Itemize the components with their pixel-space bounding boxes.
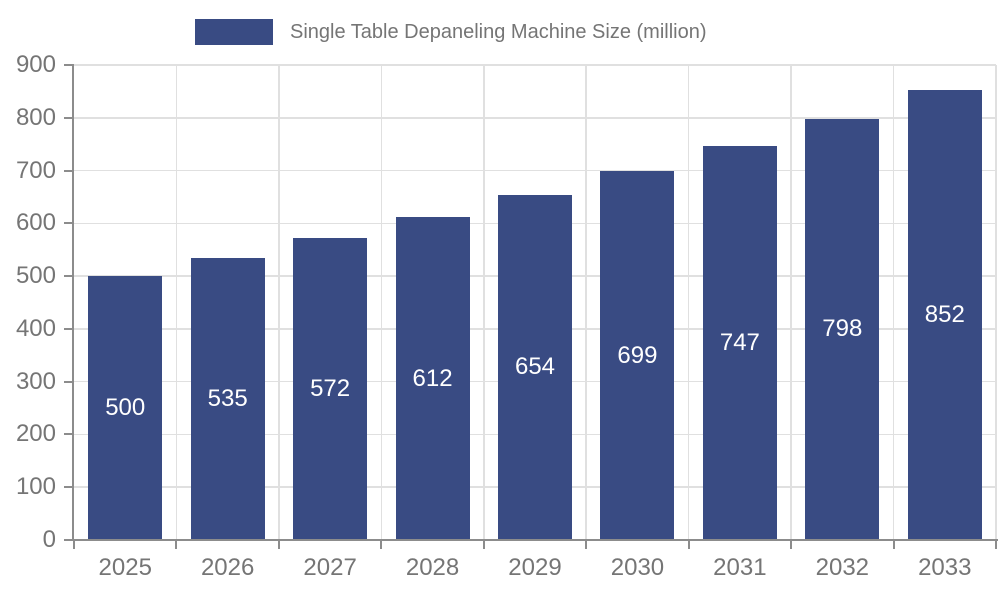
y-tick-label: 900 (15, 51, 56, 78)
bar-value-label: 699 (617, 341, 658, 369)
v-gridline (483, 65, 485, 540)
bar-value-label: 654 (514, 353, 556, 381)
y-tick (64, 64, 72, 66)
v-gridline (585, 65, 587, 540)
x-tick (585, 541, 588, 549)
x-tick (380, 541, 383, 549)
bar (395, 217, 470, 540)
x-tick (482, 541, 485, 549)
x-tick-label: 2033 (918, 554, 972, 581)
h-gridline (74, 169, 996, 172)
bar (293, 238, 368, 540)
plot-area: 500 535 572 612 654 699 747 798 852 (74, 64, 997, 540)
x-tick (175, 541, 178, 549)
bar (498, 194, 572, 540)
v-gridline (278, 65, 280, 540)
y-tick (64, 169, 72, 172)
y-tick-label: 300 (15, 367, 56, 395)
x-tick (995, 541, 997, 549)
bar (190, 257, 265, 540)
bar-value-label: 500 (105, 394, 146, 422)
x-tick (687, 541, 690, 549)
y-tick (64, 486, 72, 489)
bar (702, 145, 777, 540)
x-tick (892, 541, 895, 549)
v-gridline (790, 65, 792, 540)
x-tick-label: 2030 (610, 554, 665, 581)
y-tick-label: 600 (15, 209, 56, 237)
v-gridline (175, 65, 178, 540)
legend-swatch (195, 19, 273, 45)
bar-value-label: 612 (412, 364, 453, 392)
x-tick-label: 2026 (200, 554, 255, 581)
y-tick-label: 0 (42, 526, 56, 553)
legend-label: Single Table Depaneling Machine Size (mi… (290, 20, 707, 43)
bar (907, 90, 982, 540)
y-axis-line (72, 64, 74, 541)
x-tick (277, 541, 280, 549)
y-tick (64, 327, 72, 330)
y-tick (64, 380, 72, 383)
legend: Single Table Depaneling Machine Size (mi… (195, 19, 707, 45)
y-tick-label: 400 (15, 314, 56, 342)
x-tick-label: 2025 (98, 554, 152, 581)
bar (600, 171, 675, 540)
y-tick (64, 222, 72, 225)
x-tick-label: 2029 (508, 554, 562, 581)
y-tick (64, 275, 72, 278)
x-tick (73, 541, 75, 549)
v-gridline (892, 65, 895, 540)
y-tick-label: 700 (15, 156, 56, 184)
y-tick-label: 800 (15, 103, 56, 131)
y-tick (64, 116, 72, 119)
bar-value-label: 747 (719, 328, 760, 356)
x-tick-label: 2028 (405, 554, 460, 581)
bar-value-label: 798 (822, 315, 863, 343)
y-tick (64, 433, 72, 436)
v-gridline (995, 65, 997, 540)
x-tick (790, 541, 793, 549)
bar (805, 118, 880, 540)
v-gridline (380, 65, 383, 540)
y-tick-label: 100 (15, 473, 56, 501)
x-tick-label: 2032 (815, 554, 870, 581)
h-gridline (74, 117, 996, 119)
bar (88, 276, 163, 540)
y-tick (64, 539, 72, 541)
x-tick-label: 2031 (713, 554, 767, 581)
bar-value-label: 535 (207, 384, 248, 412)
v-gridline (687, 65, 690, 540)
x-axis-line (72, 539, 998, 541)
bar-value-label: 572 (310, 375, 351, 403)
h-gridline (74, 64, 996, 66)
bar-value-label: 852 (924, 301, 965, 329)
x-tick-label: 2027 (303, 554, 357, 581)
y-tick-label: 200 (15, 420, 56, 448)
y-tick-label: 500 (15, 262, 56, 290)
